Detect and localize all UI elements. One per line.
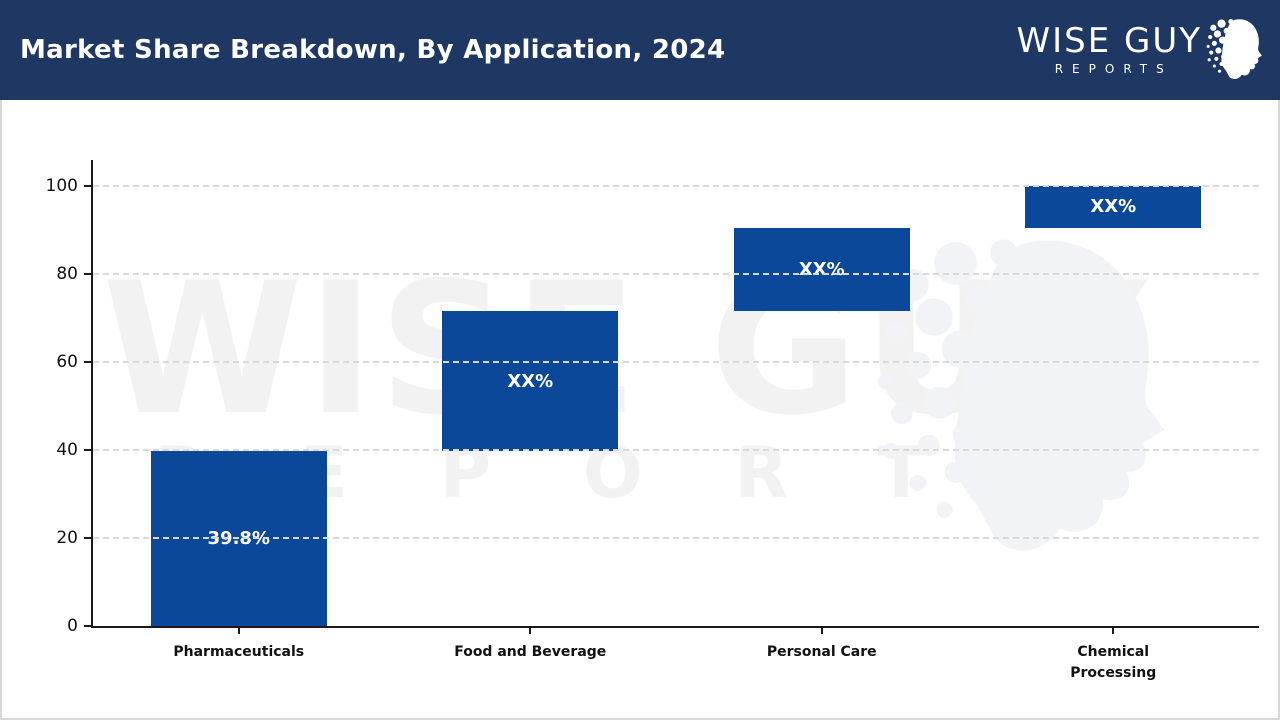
- watermark-head-silhouette-icon: [877, 239, 1165, 551]
- x-axis-label-food-and-beverage: Food and Beverage: [454, 644, 607, 660]
- gridline-40: [93, 449, 1259, 451]
- logo-text: WISE GUY REPORTS: [1016, 21, 1202, 76]
- head-silhouette-icon: [1206, 19, 1262, 80]
- y-tick-label-80: 80: [56, 264, 78, 284]
- gridline-80: [93, 273, 1259, 275]
- y-tick-80: [84, 273, 92, 275]
- bar-chemical-processing: XX%: [1025, 186, 1202, 228]
- x-axis-label-pharmaceuticals: Pharmaceuticals: [173, 644, 305, 660]
- bar-value-label-food-and-beverage: XX%: [507, 370, 554, 392]
- y-tick-label-40: 40: [56, 440, 78, 460]
- bar-value-label-chemical-processing: XX%: [1090, 196, 1137, 218]
- gridline-100: [93, 185, 1259, 187]
- chart-title: Market Share Breakdown, By Application, …: [20, 35, 726, 65]
- y-axis-line: [91, 160, 93, 628]
- x-axis-line: [91, 626, 1259, 628]
- x-tick-food-and-beverage: [529, 628, 532, 634]
- y-tick-label-60: 60: [56, 352, 78, 372]
- logo-wordmark: WISE GUY: [1016, 21, 1202, 62]
- y-tick-20: [84, 537, 92, 539]
- gridline-20: [93, 537, 1259, 539]
- bar-value-label-personal-care: XX%: [798, 259, 845, 281]
- report-header: Market Share Breakdown, By Application, …: [0, 0, 1280, 100]
- x-tick-pharmaceuticals: [237, 628, 240, 634]
- y-tick-60: [84, 361, 92, 363]
- y-tick-label-100: 100: [45, 176, 78, 196]
- y-tick-label-20: 20: [56, 528, 78, 548]
- x-tick-personal-care: [820, 628, 823, 634]
- x-tick-chemical-processing: [1112, 628, 1115, 634]
- plot-region: 0 20 40 60 80 100 39.8% Pharmaceuticals XX% Food …: [2, 100, 1278, 718]
- x-axis-label-personal-care: Personal Care: [766, 644, 877, 660]
- logo-subtext: REPORTS: [1054, 61, 1173, 76]
- gridline-60: [93, 361, 1259, 363]
- wise-guy-reports-logo: WISE GUY REPORTS: [1016, 13, 1266, 87]
- bar-personal-care: XX%: [733, 227, 910, 312]
- y-tick-0: [84, 625, 92, 627]
- chart-area: WISE GUY REPORTS 0 20 40 60 80 100 39.8% Pharma…: [0, 100, 1280, 720]
- x-axis-label-chemical-processing: Chemical Processing: [1070, 644, 1157, 681]
- y-tick-40: [84, 449, 92, 451]
- y-tick-label-0: 0: [67, 616, 78, 636]
- bar-food-and-beverage: XX%: [442, 311, 619, 451]
- y-tick-100: [84, 185, 92, 187]
